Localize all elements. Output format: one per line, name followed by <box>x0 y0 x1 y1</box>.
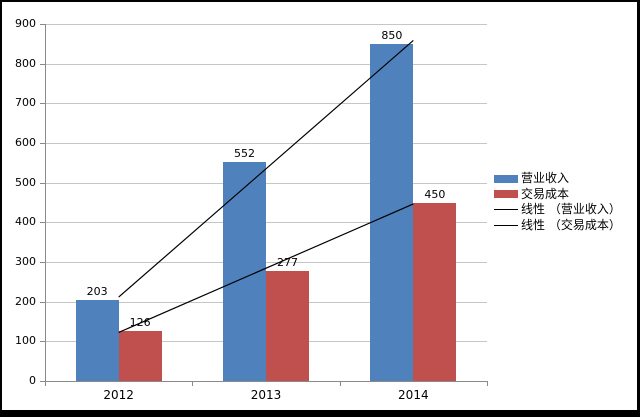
y-axis-label-0: 0 <box>29 374 36 387</box>
y-axis-label-100: 100 <box>15 334 36 348</box>
legend-label-trend-revenue: 线性 （营业收入） <box>521 202 621 217</box>
data-label-revenue-2014: 850 <box>381 28 403 42</box>
y-axis-label-300: 300 <box>15 255 36 268</box>
x-axis-label-2012: 2012 <box>103 388 134 402</box>
legend-label-trend-cost: 线性 （交易成本） <box>521 217 621 232</box>
y-axis-label-700: 700 <box>15 96 36 110</box>
x-axis-line <box>40 381 487 382</box>
bar-revenue-2012 <box>75 300 119 381</box>
chart-canvas: 0 100 200 300 400 500 600 700 800 900 203 126 2012 55… <box>2 2 637 410</box>
gridline-600 <box>45 143 487 144</box>
y-axis-line <box>45 24 46 381</box>
y-tickmark-700 <box>40 103 45 105</box>
x-axis-label-2014: 2014 <box>398 388 429 402</box>
bar-revenue-2013 <box>223 162 266 381</box>
gridline-900 <box>45 24 487 25</box>
y-tickmark-300 <box>40 262 45 263</box>
y-axis-label-900: 900 <box>15 17 36 30</box>
legend-label-cost: 交易成本 <box>521 186 570 201</box>
y-tickmark-900 <box>40 24 45 25</box>
y-axis-label-400: 400 <box>15 215 36 229</box>
x-tickmark-0 <box>45 381 46 386</box>
legend: 营业收入 交易成本 线性 （营业收入） 线性 （交易成本） <box>494 172 621 234</box>
y-axis-label-200: 200 <box>15 294 36 308</box>
legend-swatch-revenue <box>494 174 518 183</box>
bar-cost-2012 <box>118 331 162 381</box>
legend-item-series-revenue: 营业收入 <box>494 172 621 185</box>
y-tickmark-800 <box>40 63 45 65</box>
data-label-revenue-2012: 203 <box>86 285 108 299</box>
bar-cost-2013 <box>266 271 309 381</box>
y-tickmark-500 <box>40 182 45 184</box>
y-axis-label-600: 600 <box>15 136 36 149</box>
legend-swatch-cost <box>494 190 518 199</box>
y-tickmark-200 <box>40 301 45 303</box>
x-tickmark-3 <box>487 381 488 386</box>
y-axis-label-800: 800 <box>15 56 36 70</box>
gridline-800 <box>45 63 487 65</box>
legend-trendline-swatch-revenue <box>494 209 518 211</box>
data-label-revenue-2013: 552 <box>234 147 255 161</box>
y-tickmark-400 <box>40 222 45 224</box>
x-axis-label-2013: 2013 <box>250 388 282 402</box>
y-axis-label-500: 500 <box>15 175 36 189</box>
bar-revenue-2014 <box>370 43 414 381</box>
gridline-500 <box>45 182 487 184</box>
legend-item-trend-cost: 线性 （交易成本） <box>494 217 621 232</box>
gridline-700 <box>45 103 487 105</box>
y-tickmark-600 <box>40 143 45 144</box>
data-label-cost-2013: 277 <box>277 256 298 270</box>
legend-item-series-cost: 交易成本 <box>494 186 621 201</box>
data-label-cost-2014: 450 <box>424 187 446 201</box>
legend-item-trend-revenue: 线性 （营业收入） <box>494 203 621 216</box>
y-tickmark-100 <box>40 341 45 343</box>
data-label-cost-2012: 126 <box>129 316 151 330</box>
x-tickmark-1 <box>192 381 194 386</box>
legend-label-revenue: 营业收入 <box>521 171 570 185</box>
bar-cost-2014 <box>413 202 457 381</box>
x-tickmark-2 <box>339 381 341 386</box>
legend-trendline-swatch-cost <box>494 224 518 226</box>
